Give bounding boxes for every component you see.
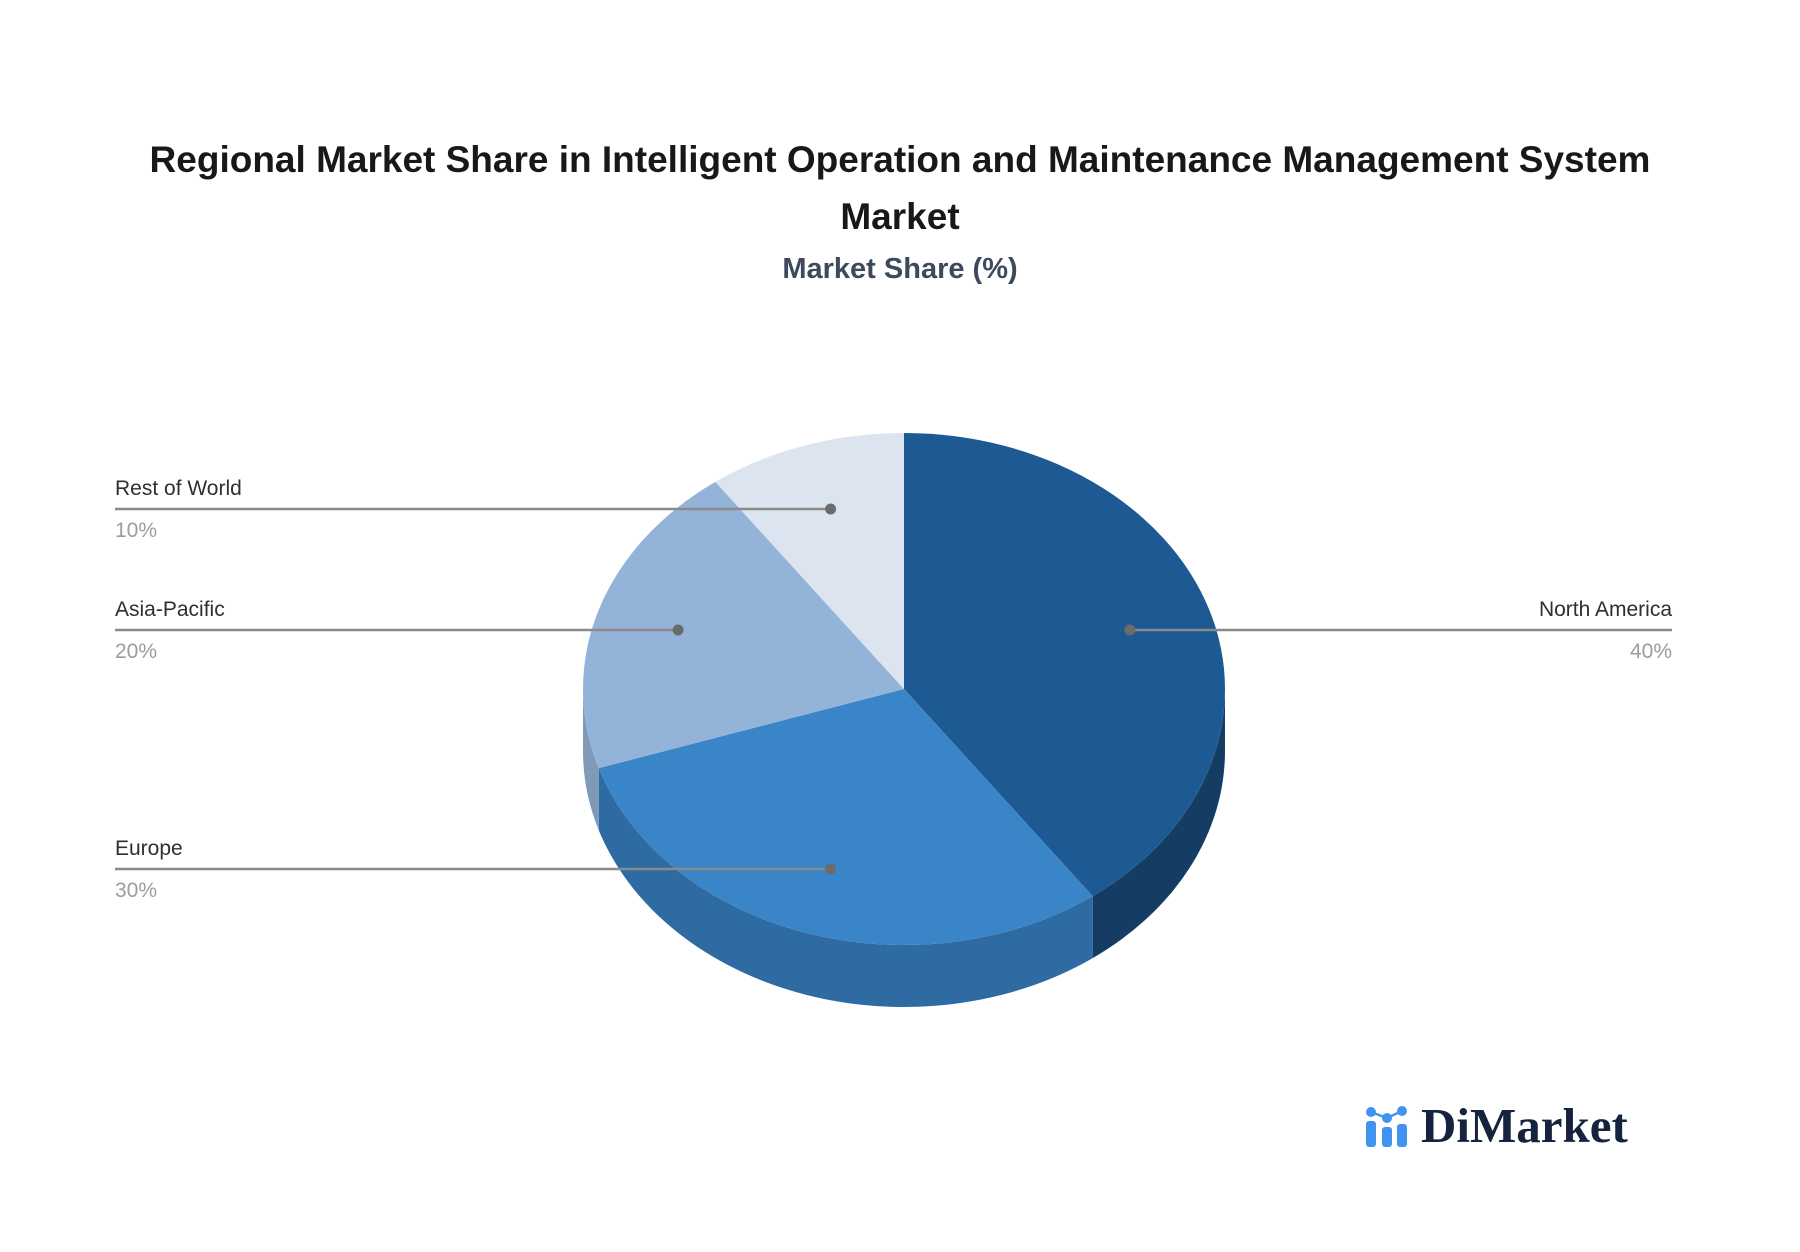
pie-slice-rest-of-world[interactable] <box>715 433 904 689</box>
chart-title-line-1: Regional Market Share in Intelligent Ope… <box>149 139 1651 180</box>
chart-title-line-2: Market <box>840 196 960 237</box>
slice-percent-asia-pacific: 20% <box>115 640 158 663</box>
pie-slice-side-europe <box>598 768 1093 1008</box>
pie-slice-europe[interactable] <box>598 689 1093 946</box>
leader-dot-north-america <box>1124 624 1136 636</box>
slice-percent-rest-of-world: 10% <box>115 519 158 542</box>
pie-slice-asia-pacific[interactable] <box>582 481 904 769</box>
logo-text: DiMarket <box>1421 1097 1628 1153</box>
slice-label-north-america: North America <box>1538 598 1672 621</box>
leader-dot-rest-of-world <box>825 503 837 515</box>
slice-label-rest-of-world: Rest of World <box>115 477 242 500</box>
leader-dot-asia-pacific <box>672 624 684 636</box>
slice-percent-europe: 30% <box>115 879 158 902</box>
leader-dot-europe <box>825 863 837 875</box>
bar-chart-icon <box>1366 1106 1407 1147</box>
pie-slice-side-north-america <box>1092 689 1225 959</box>
pie-slice-north-america[interactable] <box>904 433 1226 897</box>
pie-slice-side-asia-pacific <box>583 689 599 831</box>
slice-label-europe: Europe <box>115 837 183 860</box>
slice-percent-north-america: 40% <box>1629 640 1672 663</box>
chart-header: Regional Market Share in Intelligent Ope… <box>0 131 1800 287</box>
slice-label-asia-pacific: Asia-Pacific <box>115 598 225 621</box>
dimarket-logo: DiMarket <box>1363 1098 1628 1153</box>
chart-title: Regional Market Share in Intelligent Ope… <box>0 131 1800 245</box>
chart-subtitle: Market Share (%) <box>782 253 1018 285</box>
